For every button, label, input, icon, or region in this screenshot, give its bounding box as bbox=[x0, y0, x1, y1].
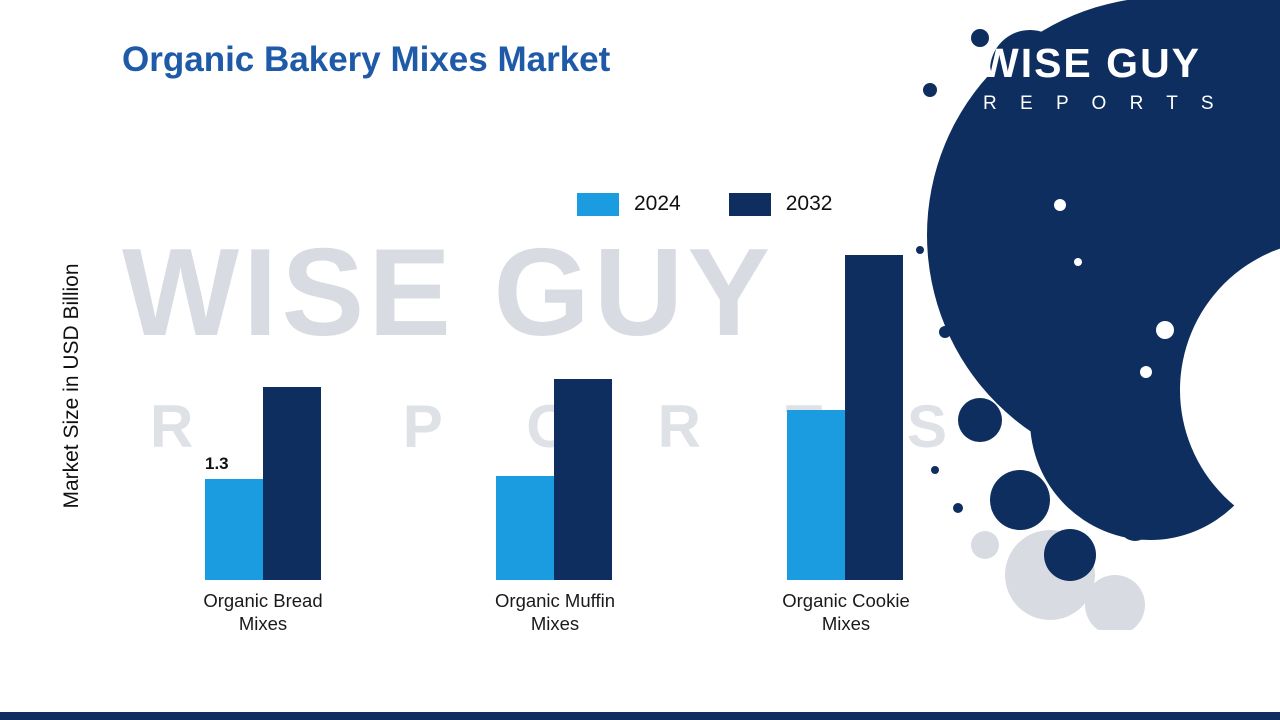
brand-name: WISE GUY bbox=[980, 40, 1202, 86]
bar-group-organic-cookie-mixes bbox=[787, 232, 903, 580]
bar-2024-organic-cookie-mixes bbox=[787, 409, 845, 580]
chart-legend: 2024 2032 bbox=[577, 192, 832, 216]
legend-swatch-2024 bbox=[577, 192, 619, 216]
bar-2032-organic-bread-mixes bbox=[263, 386, 321, 580]
bar-value-label: 1.3 bbox=[205, 454, 229, 474]
legend-label-2024: 2024 bbox=[634, 192, 681, 215]
bar-column bbox=[845, 232, 903, 580]
bar-group-organic-muffin-mixes bbox=[496, 232, 612, 580]
brand-logo: WISE GUY R E P O R T S bbox=[980, 40, 1223, 115]
category-label-organic-muffin-mixes: Organic Muffin Mixes bbox=[495, 590, 615, 634]
legend-swatch-2032 bbox=[728, 192, 771, 216]
bar-column bbox=[263, 232, 321, 580]
bar-2032-organic-muffin-mixes bbox=[554, 378, 612, 580]
legend-label-2032: 2032 bbox=[785, 192, 833, 215]
bar-column bbox=[554, 232, 612, 580]
bar-column bbox=[787, 232, 845, 580]
bar-2024-organic-bread-mixes bbox=[205, 479, 263, 580]
watermark-brand-name: WISE GUY bbox=[122, 224, 775, 362]
bar-column bbox=[496, 232, 554, 580]
bar-2024-organic-muffin-mixes bbox=[496, 475, 554, 580]
bar-column: 1.3 bbox=[205, 232, 263, 580]
brand-subtitle: R E P O R T S bbox=[983, 93, 1223, 114]
page-title: Organic Bakery Mixes Market bbox=[122, 40, 611, 79]
category-label-organic-cookie-mixes: Organic Cookie Mixes bbox=[782, 590, 910, 634]
category-label-organic-bread-mixes: Organic Bread Mixes bbox=[203, 590, 323, 634]
y-axis-label: Market Size in USD Billion bbox=[60, 263, 83, 509]
wiseguy-head-graphic bbox=[916, 0, 1280, 630]
bottom-accent-bar bbox=[0, 712, 1280, 720]
bar-group-organic-bread-mixes: 1.3 bbox=[205, 232, 321, 580]
bar-2032-organic-cookie-mixes bbox=[845, 255, 903, 580]
legend-item-2032: 2032 bbox=[728, 192, 833, 216]
legend-item-2024: 2024 bbox=[577, 192, 681, 216]
